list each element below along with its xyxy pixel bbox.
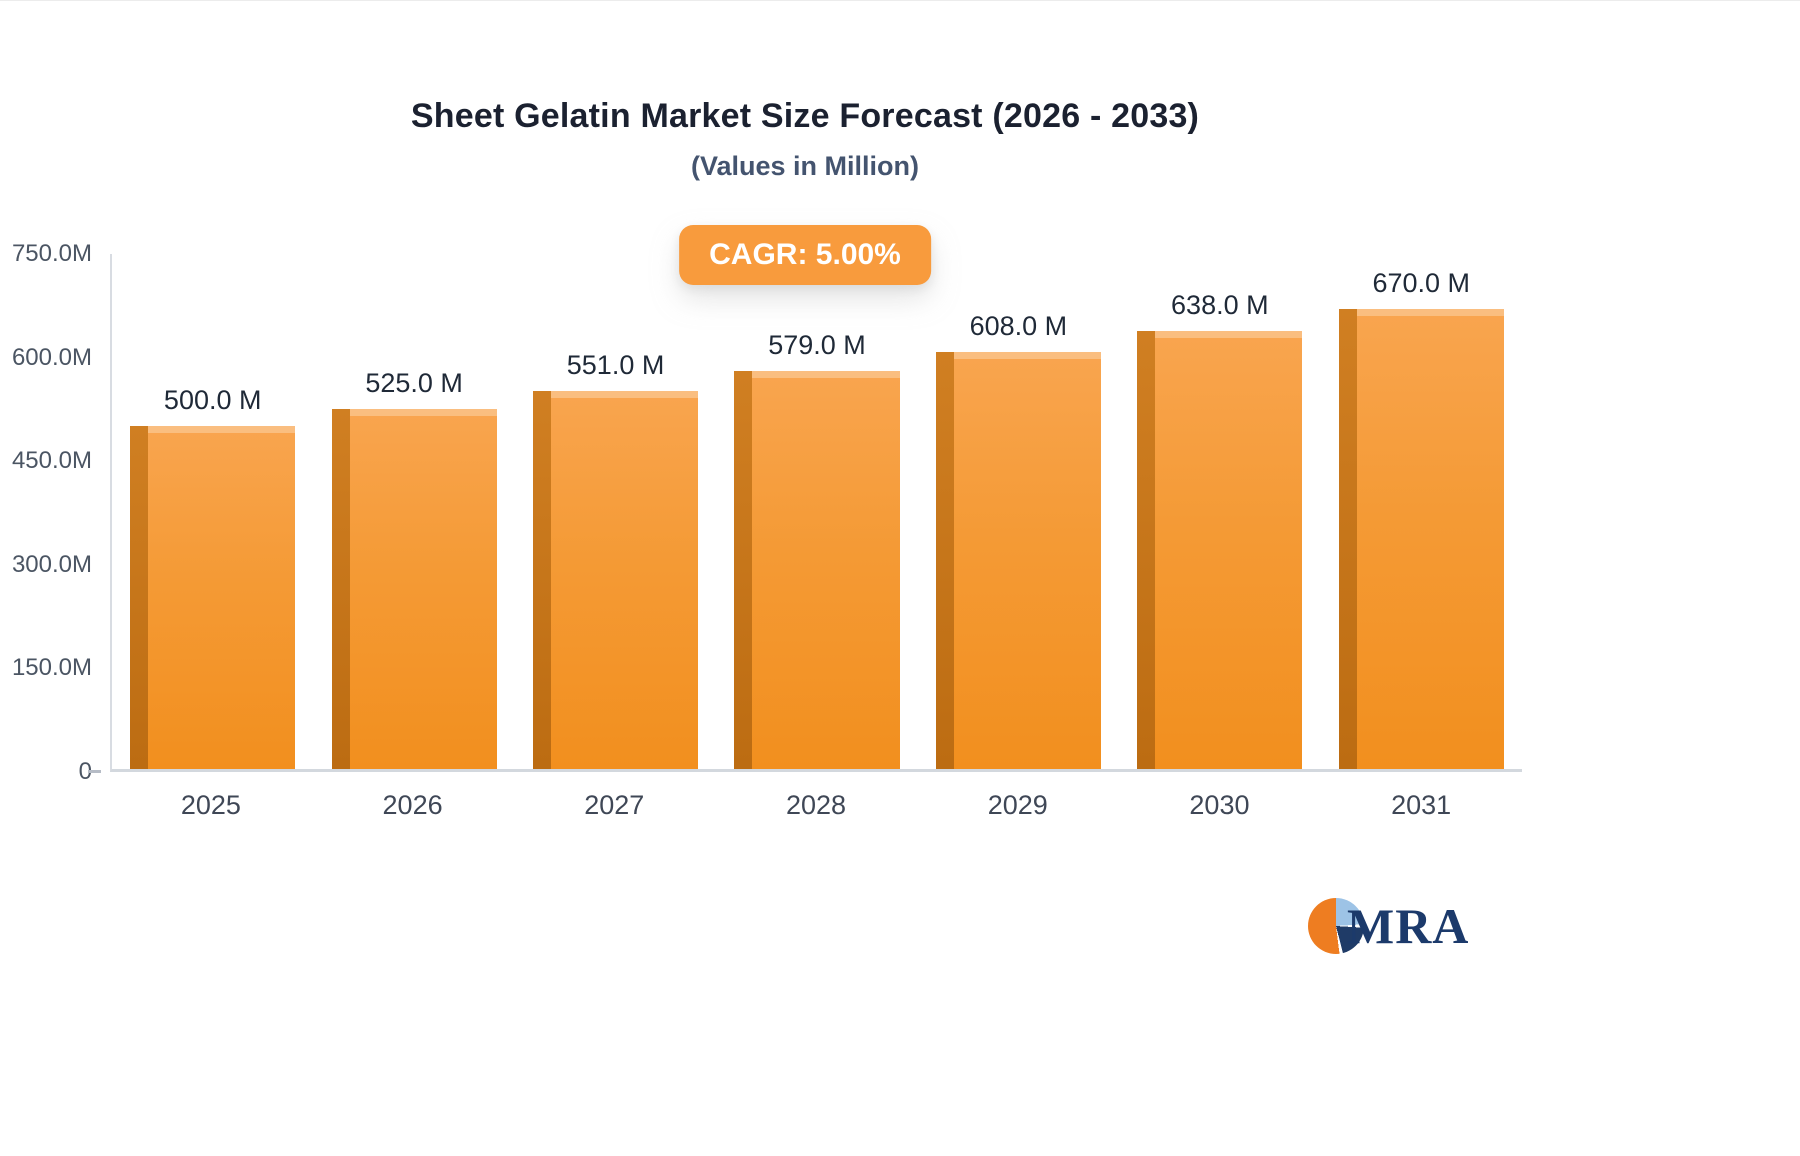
- chart-subtitle: (Values in Million): [690, 151, 920, 181]
- bar-group: 670.0 M: [1321, 254, 1522, 769]
- bar-group: 608.0 M: [918, 254, 1119, 769]
- bar-group: 579.0 M: [716, 254, 917, 769]
- bar: [532, 390, 699, 769]
- bar: [734, 371, 900, 769]
- bar-group: 525.0 M: [313, 254, 514, 769]
- bar-side-face: [532, 390, 551, 769]
- bar-value-label: 525.0 M: [365, 367, 463, 398]
- x-axis-label: 2031: [1391, 790, 1452, 820]
- bar-front-face: [953, 351, 1102, 769]
- bar-value-label: 638.0 M: [1171, 289, 1269, 320]
- x-axis-label: 2027: [584, 790, 645, 820]
- x-axis-label: 2026: [382, 790, 443, 820]
- y-axis-tick: 600.0M: [11, 343, 92, 371]
- x-axis-label: 2028: [785, 790, 847, 820]
- bar-side-face: [1338, 308, 1357, 769]
- bar-front-face: [752, 371, 900, 769]
- bar-group: 638.0 M: [1119, 254, 1320, 769]
- y-axis-tick: 0: [78, 758, 92, 785]
- bar-front-face: [148, 425, 296, 769]
- bar-side-face: [935, 351, 954, 769]
- mra-logo: MRA: [1308, 897, 1469, 955]
- x-axis-label: 2025: [180, 790, 241, 820]
- bar-front-face: [550, 390, 699, 769]
- y-axis-tick: 450.0M: [11, 447, 92, 475]
- bar: [1137, 330, 1303, 769]
- x-axis-label: 2030: [1189, 790, 1250, 820]
- chart-title: Sheet Gelatin Market Size Forecast (2026…: [410, 97, 1200, 135]
- bar-group: 500.0 M: [112, 254, 313, 769]
- bar-group: 551.0 M: [515, 254, 716, 769]
- bar-value-label: 670.0 M: [1372, 267, 1471, 298]
- cagr-badge: CAGR: 5.00%: [679, 225, 931, 285]
- bar-value-label: 500.0 M: [163, 384, 262, 415]
- bar-side-face: [734, 371, 753, 769]
- bars-container: 500.0 M 525.0 M 551.0 M 579.0 M 608.0 M 638.0…: [112, 254, 1522, 769]
- bar-side-face: [1137, 330, 1156, 769]
- bar: [935, 351, 1102, 769]
- zero-tick-mark: [88, 770, 101, 773]
- bar-side-face: [130, 425, 149, 769]
- bar-side-face: [331, 408, 350, 769]
- x-axis-labels: 2025 2026 2027 2028 2029 2030 2031: [110, 790, 1522, 821]
- bar: [331, 408, 497, 769]
- x-axis-label: 2029: [987, 790, 1048, 820]
- y-axis-tick: 150.0M: [11, 654, 92, 682]
- y-axis-tick: 300.0M: [11, 550, 92, 578]
- bar-front-face: [349, 408, 497, 769]
- bar-front-face: [1155, 330, 1303, 769]
- plot-area: 500.0 M 525.0 M 551.0 M 579.0 M 608.0 M 638.0…: [110, 254, 1522, 772]
- bar-value-label: 579.0 M: [768, 330, 866, 361]
- mra-logo-text: MRA: [1347, 898, 1470, 954]
- bar-value-label: 551.0 M: [566, 349, 665, 380]
- bar-front-face: [1356, 308, 1504, 769]
- y-axis-labels: 0 150.0M 300.0M 450.0M 600.0M 750.0M: [0, 242, 92, 784]
- pie-chart-logo-icon: [1308, 898, 1364, 954]
- bar: [1338, 308, 1504, 769]
- bar-value-label: 608.0 M: [969, 310, 1068, 341]
- bar: [130, 425, 296, 769]
- y-axis-tick: 750.0M: [11, 240, 92, 267]
